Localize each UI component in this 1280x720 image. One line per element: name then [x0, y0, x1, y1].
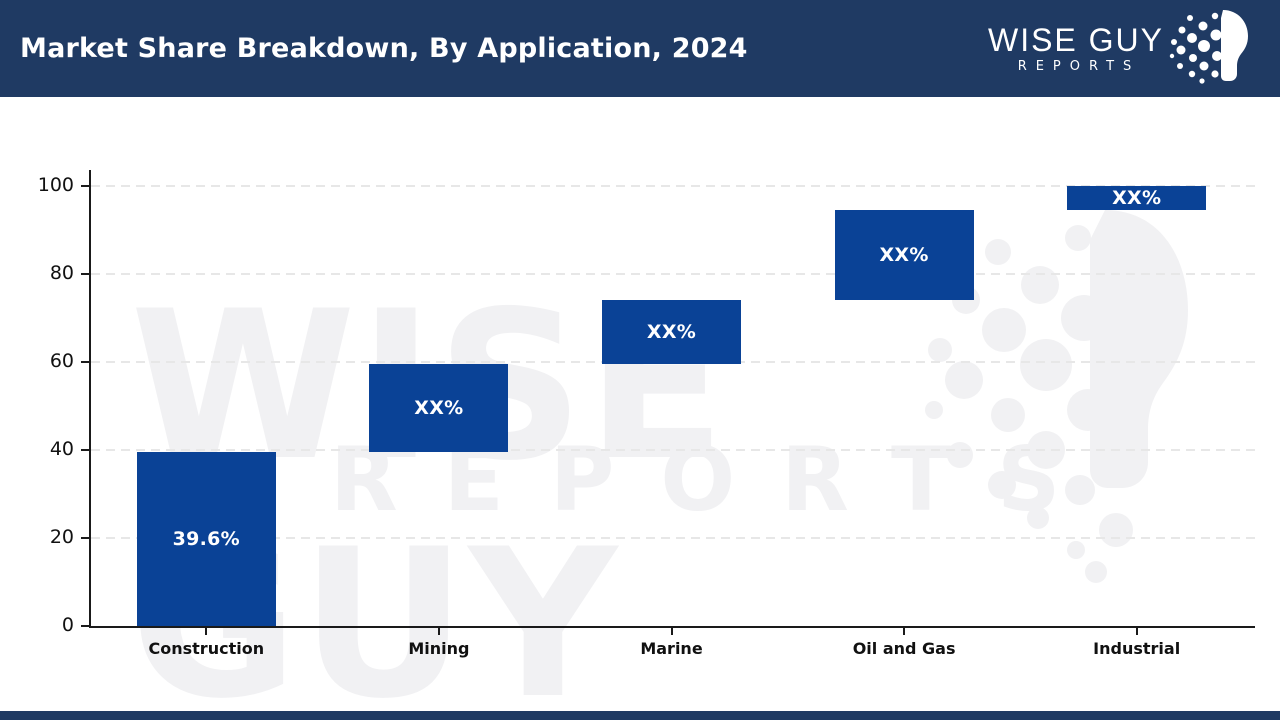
- bar-marine: XX%: [602, 300, 741, 364]
- y-tick-label-80: 80: [49, 262, 74, 284]
- y-tick-label-40: 40: [49, 438, 74, 460]
- x-tick-label-mining: Mining: [408, 639, 470, 658]
- x-tick-mark-1: [437, 628, 440, 635]
- x-tick-label-construction: Construction: [148, 639, 265, 658]
- y-tick-mark-0: [81, 625, 89, 627]
- x-tick-mark-0: [205, 628, 208, 635]
- bar-value-label: XX%: [1112, 187, 1162, 210]
- gridline-40: [91, 449, 1255, 451]
- x-tick-label-oil-and-gas: Oil and Gas: [852, 639, 956, 658]
- gridline-80: [91, 273, 1255, 275]
- gridline-20: [91, 537, 1255, 539]
- logo-text: WISE GUY REPORTS: [988, 24, 1164, 73]
- wise-guy-logo: WISE GUY REPORTS: [988, 8, 1252, 90]
- logo-subtitle: REPORTS: [1017, 59, 1141, 74]
- y-tick-mark-20: [81, 537, 89, 539]
- page-title: Market Share Breakdown, By Application, …: [20, 33, 748, 64]
- bar-value-label: XX%: [879, 244, 929, 267]
- bar-industrial: XX%: [1067, 186, 1207, 211]
- x-tick-label-marine: Marine: [640, 639, 703, 658]
- plot-area: 0 20 40 60 80 100 39.6% XX% XX% XX% XX% Construct…: [0, 97, 1280, 711]
- x-tick-mark-4: [1135, 628, 1138, 635]
- y-tick-label-0: 0: [61, 614, 74, 636]
- x-tick-mark-2: [670, 628, 673, 635]
- bar-value-label: 39.6%: [172, 527, 240, 550]
- bar-value-label: XX%: [646, 321, 697, 344]
- bar-value-label: XX%: [414, 396, 464, 419]
- header-bar: Market Share Breakdown, By Application, …: [0, 0, 1280, 97]
- x-axis-line: [89, 626, 1255, 628]
- y-tick-label-60: 60: [49, 350, 74, 372]
- bar-oil-and-gas: XX%: [834, 210, 974, 301]
- x-tick-mark-3: [903, 628, 906, 635]
- y-axis-line: [89, 170, 91, 628]
- y-tick-mark-80: [81, 273, 89, 275]
- bar-construction: 39.6%: [136, 451, 276, 626]
- y-tick-mark-60: [81, 361, 89, 363]
- gridline-100: [91, 185, 1255, 187]
- y-tick-mark-100: [81, 185, 89, 187]
- footer-strip: [0, 711, 1280, 720]
- logo-wordmark: WISE GUY: [987, 22, 1164, 58]
- y-tick-label-20: 20: [49, 526, 74, 548]
- x-tick-label-industrial: Industrial: [1093, 639, 1181, 658]
- y-tick-mark-40: [81, 449, 89, 451]
- logo-face-icon: [1169, 9, 1248, 84]
- y-tick-label-100: 100: [37, 174, 74, 196]
- bar-mining: XX%: [369, 363, 509, 452]
